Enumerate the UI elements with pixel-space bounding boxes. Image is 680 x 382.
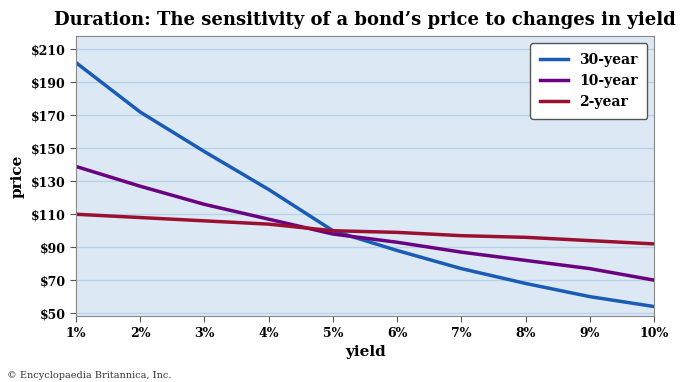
2-year [136,215,144,220]
10-year [265,217,273,222]
Title: Duration: The sensitivity of a bond’s price to changes in yield: Duration: The sensitivity of a bond’s pr… [54,11,676,29]
Legend: 30-year, 10-year, 2-year: 30-year, 10-year, 2-year [530,43,647,118]
X-axis label: yield: yield [345,345,386,359]
10-year [329,232,337,236]
30-year [458,266,466,271]
10-year [201,202,209,207]
30-year [393,248,401,253]
2-year [458,233,466,238]
10-year [650,278,658,282]
30-year [265,187,273,192]
10-year [72,164,80,169]
Line: 2-year: 2-year [76,214,654,244]
2-year [393,230,401,235]
Text: © Encyclopaedia Britannica, Inc.: © Encyclopaedia Britannica, Inc. [7,371,171,380]
30-year [72,60,80,65]
2-year [329,228,337,233]
30-year [136,110,144,114]
2-year [201,219,209,223]
2-year [522,235,530,240]
30-year [201,149,209,154]
2-year [586,238,594,243]
30-year [650,304,658,309]
10-year [393,240,401,244]
2-year [72,212,80,217]
10-year [586,266,594,271]
Line: 10-year: 10-year [76,167,654,280]
2-year [265,222,273,227]
30-year [522,281,530,286]
10-year [458,250,466,254]
30-year [586,295,594,299]
Line: 30-year: 30-year [76,63,654,307]
10-year [136,184,144,189]
2-year [650,242,658,246]
Y-axis label: price: price [11,155,25,198]
30-year [329,228,337,233]
10-year [522,258,530,263]
